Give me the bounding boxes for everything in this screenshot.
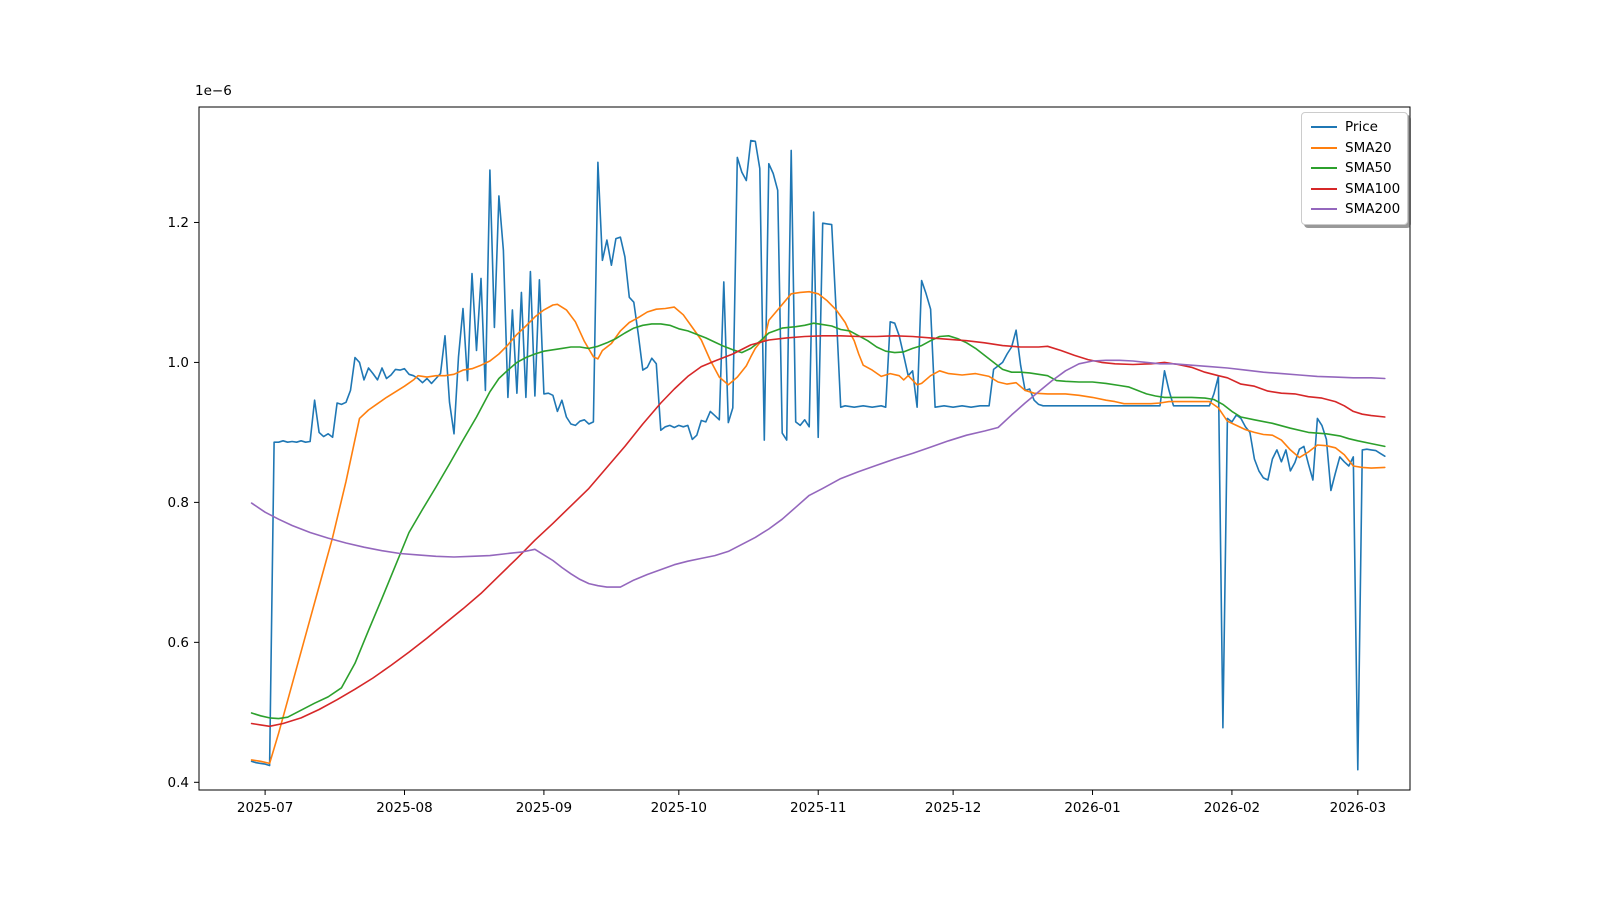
legend-item-sma200: SMA200	[1311, 201, 1401, 217]
y-tick-label: 1.0	[168, 355, 189, 371]
x-tick-label: 2025-07	[237, 800, 293, 816]
legend-label-price: Price	[1345, 119, 1378, 135]
x-tick-label: 2026-01	[1064, 800, 1120, 816]
sma100-line-sample	[1311, 187, 1337, 190]
legend-label-sma100: SMA100	[1345, 180, 1401, 197]
sma20-line-sample	[1311, 146, 1337, 149]
legend-label-sma200: SMA200	[1345, 201, 1401, 217]
x-tick-label: 2025-12	[925, 800, 981, 816]
legend-label-sma20: SMA20	[1345, 139, 1392, 156]
x-tick-label: 2025-09	[516, 800, 572, 816]
legend-item-price: Price	[1311, 120, 1399, 134]
y-tick-label: 0.6	[168, 635, 189, 651]
series-sma50-line	[250, 322, 1386, 720]
x-tick-label: 2026-03	[1330, 800, 1386, 816]
legend-label-sma50: SMA50	[1345, 160, 1392, 176]
series-sma20-line	[250, 290, 1386, 765]
x-tick-label: 2025-11	[790, 800, 846, 816]
x-tick-label: 2025-08	[376, 800, 432, 816]
x-tick-label: 2026-02	[1204, 800, 1260, 816]
series-price-line	[250, 139, 1386, 771]
series-sma100-line	[250, 335, 1386, 728]
series-sma200-line	[250, 359, 1386, 588]
x-tick-label: 2025-10	[651, 800, 707, 816]
legend: Price SMA20 SMA50 SMA100 SMA200	[1301, 112, 1408, 225]
sma200-line-sample	[1311, 208, 1337, 210]
y-tick-label: 0.8	[168, 495, 189, 511]
y-axis-offset-label: 1e−6	[195, 83, 232, 99]
price-line-sample	[1311, 126, 1337, 128]
plot-border	[198, 106, 1411, 791]
y-tick-label: 1.2	[168, 215, 189, 231]
y-tick-label: 0.4	[168, 775, 189, 791]
legend-item-sma100: SMA100	[1311, 180, 1401, 197]
legend-item-sma20: SMA20	[1311, 141, 1399, 155]
legend-item-sma50: SMA50	[1311, 161, 1399, 175]
sma50-line-sample	[1311, 167, 1337, 169]
